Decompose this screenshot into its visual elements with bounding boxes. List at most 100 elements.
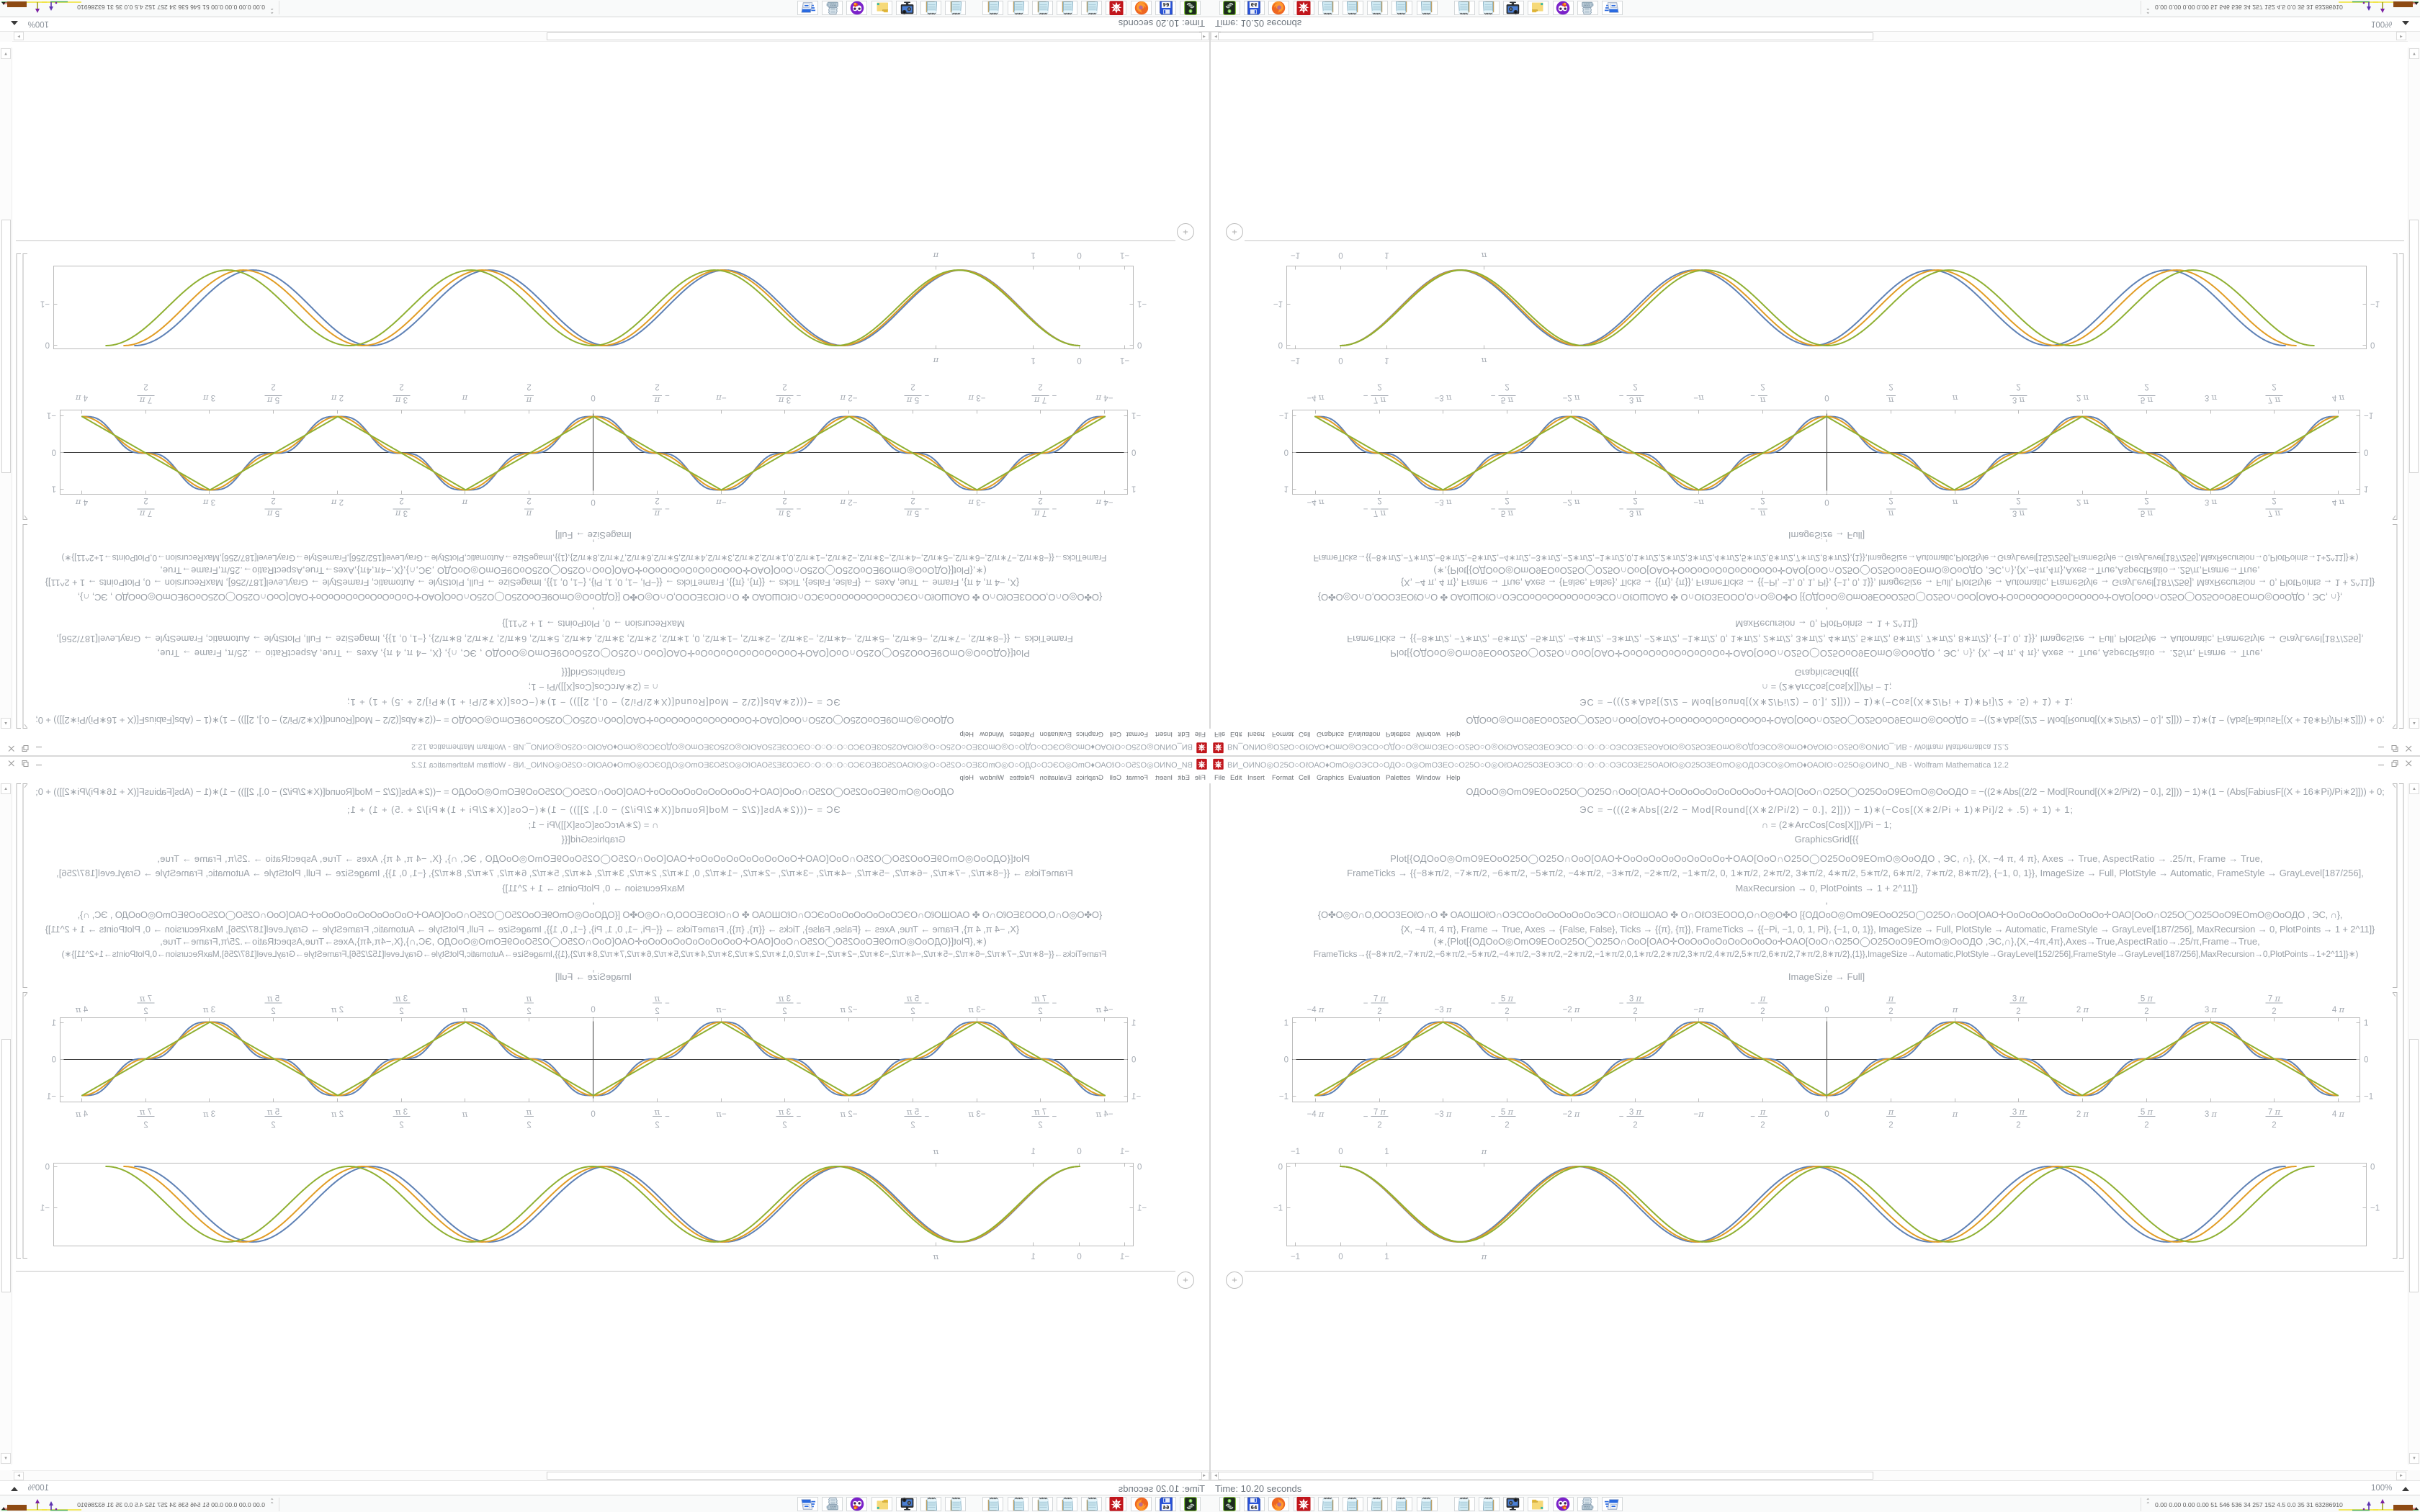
code-line[interactable]: FrameTicks→{{−8∗π/2,−7∗π/2,−6∗π/2,−5∗π/2… (61, 949, 1107, 959)
code-line[interactable]: GraphicsGrid[{{ (561, 667, 626, 678)
code-line[interactable]: , (1825, 963, 1828, 973)
code-line[interactable]: , (592, 606, 595, 617)
menu-item-help[interactable]: Help (1446, 774, 1461, 782)
code-line[interactable]: ЭС = −(((2∗Abs[(2/2 − Mod[Round[(X∗2/Pi/… (1579, 697, 2074, 708)
code-line[interactable]: , (592, 895, 595, 906)
notepad-icon[interactable] (1031, 1, 1053, 15)
menu-item-window[interactable]: Window (980, 730, 1004, 738)
notepad-icon[interactable] (1453, 1497, 1475, 1511)
menu-item-evaluation[interactable]: Evaluation (1039, 774, 1072, 782)
menu-item-window[interactable]: Window (980, 774, 1004, 782)
launcher-app-icon[interactable] (1180, 1496, 1201, 1512)
menu-item-palettes[interactable]: Palettes (1009, 730, 1034, 738)
code-line[interactable]: ЭС = −(((2∗Abs[(2/2 − Mod[Round[(X∗2/Pi/… (346, 804, 841, 815)
monitor-camera-icon[interactable] (895, 1, 917, 15)
scroll-right-icon[interactable]: ► (14, 1472, 24, 1480)
notepad-icon[interactable] (920, 1497, 941, 1511)
notepad-icon[interactable] (1317, 1, 1339, 15)
notepad-icon[interactable] (1007, 1, 1028, 15)
menu-item-graphics[interactable]: Graphics (1075, 730, 1103, 738)
code-line[interactable]: ОДОоО◎ОmО9ЕОоО25О◯О25О∩ОоО[ОАО✛ОоОоОоОоО… (1466, 786, 2385, 797)
folder-icon[interactable] (1528, 1497, 1549, 1511)
code-line[interactable]: ∩ = (2∗ArcCos[Cos[X]])/Pi − 1; (528, 682, 659, 693)
folder-icon[interactable] (1528, 1, 1549, 15)
cell-brackets[interactable] (2392, 225, 2408, 729)
title-bar[interactable]: ВИ_ОИNО◎О25О○ОℓОАО♦ОmО◎ОЭСО○ОДО○О◎ОmОЗЕО… (1210, 739, 2420, 755)
insert-cell-plus-icon[interactable]: + (1177, 223, 1194, 240)
menu-item-insert[interactable]: Insert (1247, 774, 1265, 782)
code-line[interactable]: FrameTicks → {{−8∗π/2, −7∗π/2, −6∗π/2, −… (56, 634, 1073, 644)
scroll-down-icon[interactable]: ▼ (1, 48, 11, 59)
code-line[interactable]: {X, −4 π, 4 π}, Frame → True, Axes → {Fa… (1400, 577, 2375, 588)
zoom-level-label[interactable]: 100% (27, 1484, 49, 1493)
restore-button-icon[interactable] (2390, 759, 2400, 768)
menu-item-file[interactable]: File (1214, 774, 1226, 782)
minimize-button-icon[interactable] (2377, 759, 2386, 768)
code-line[interactable]: Plot[{ОДОоО◎ОmО9ЕОоО25О◯О25О∩ОоО[ОАО✛ОоО… (157, 648, 1030, 659)
code-line[interactable]: GraphicsGrid[{{ (1794, 667, 1859, 678)
vertical-scrollbar[interactable]: ▲ ▼ (2408, 48, 2420, 729)
firefox-icon[interactable] (1268, 1, 1290, 15)
code-line[interactable]: ∩ = (2∗ArcCos[Cos[X]])/Pi − 1; (528, 819, 659, 830)
notepad-icon[interactable] (1343, 1497, 1363, 1511)
code-line[interactable]: , (1825, 895, 1828, 906)
folder-icon[interactable] (871, 1497, 892, 1511)
menu-item-graphics[interactable]: Graphics (1317, 730, 1345, 738)
menu-item-format[interactable]: Format (1126, 730, 1148, 738)
scroll-right-icon[interactable]: ► (14, 32, 24, 40)
notebook-area[interactable]: ОДОоО◎ОmО9ЕОоО25О◯О25О∩ОоО[ОАО✛ОоОоОоОоО… (1211, 783, 2408, 1470)
horizontal-scrollbar[interactable]: ◄ ► (12, 1470, 1209, 1481)
notepad-icon[interactable] (1343, 1, 1363, 15)
typewriter-icon[interactable] (822, 1, 843, 15)
owl-app-icon[interactable] (846, 1, 868, 15)
zoom-level-label[interactable]: 100% (2371, 1484, 2393, 1493)
code-line[interactable]: FrameTicks → {{−8∗π/2, −7∗π/2, −6∗π/2, −… (1347, 868, 2364, 878)
scroll-down-icon[interactable]: ▼ (2409, 1453, 2419, 1464)
menu-item-edit[interactable]: Edit (1178, 730, 1190, 738)
code-line[interactable]: ОДОоО◎ОmО9ЕОоО25О◯О25О∩ОоО[ОАО✛ОоОоОоОоО… (1466, 715, 2385, 726)
menu-item-insert[interactable]: Insert (1155, 774, 1173, 782)
close-button-icon[interactable] (2404, 759, 2414, 768)
scroll-right-icon[interactable]: ► (2396, 1472, 2406, 1480)
code-line[interactable]: MaxRecursion → 0, PlotPoints → 1 + 2^11]… (1735, 883, 1918, 894)
notepad-icon[interactable] (1453, 1, 1475, 15)
monitor-camera-icon[interactable] (1503, 1497, 1525, 1511)
code-line[interactable]: MaxRecursion → 0, PlotPoints → 1 + 2^11]… (502, 883, 685, 894)
menu-item-format[interactable]: Format (1272, 774, 1294, 782)
speedy-window-icon[interactable] (797, 1, 818, 15)
menu-item-palettes[interactable]: Palettes (1386, 774, 1411, 782)
menu-item-window[interactable]: Window (1416, 730, 1440, 738)
code-line[interactable]: {О✤О◎О∩О‚ОООЗЕОℓО∩О ✤ ОАОШОℓО∩ОЭСОоОоОоО… (77, 592, 1103, 603)
menu-item-graphics[interactable]: Graphics (1317, 774, 1345, 782)
typewriter-icon[interactable] (1577, 1, 1598, 15)
mathematica-icon[interactable] (1106, 1, 1127, 16)
notepad-icon[interactable] (1367, 1, 1389, 15)
tray-chevron-icon[interactable]: ⌃ ⌃ (2146, 4, 2151, 14)
notebook-area[interactable]: ОДОоО◎ОmО9ЕОоО25О◯О25О∩ОоО[ОАО✛ОоОоОоОоО… (1211, 42, 2408, 729)
code-line[interactable]: FrameTicks→{{−8∗π/2,−7∗π/2,−6∗π/2,−5∗π/2… (1313, 553, 2359, 563)
notepad-icon[interactable] (1392, 1497, 1413, 1511)
restore-button-icon[interactable] (20, 744, 30, 753)
notepad-icon[interactable] (1392, 1, 1413, 15)
notepad-icon[interactable] (1031, 1497, 1053, 1511)
notepad-icon[interactable] (945, 1, 967, 15)
code-line[interactable]: GraphicsGrid[{{ (1794, 834, 1859, 845)
menu-item-evaluation[interactable]: Evaluation (1348, 774, 1381, 782)
code-line[interactable]: ∩ = (2∗ArcCos[Cos[X]])/Pi − 1; (1761, 819, 1892, 830)
menu-item-edit[interactable]: Edit (1230, 730, 1242, 738)
notepad-icon[interactable] (1057, 1497, 1077, 1511)
notepad-icon[interactable] (982, 1, 1004, 15)
insert-cell-plus-icon[interactable]: + (1226, 223, 1243, 240)
floppy-64-icon[interactable]: 64 (1244, 1497, 1265, 1511)
vertical-scroll-thumb[interactable] (2409, 1039, 2419, 1292)
title-bar[interactable]: ВИ_ОИNО◎О25О○ОℓОАО♦ОmО◎ОЭСО○ОДО○О◎ОmОЗЕО… (0, 739, 1210, 755)
scroll-right-icon[interactable]: ► (2396, 32, 2406, 40)
minimize-button-icon[interactable] (34, 744, 43, 753)
owl-app-icon[interactable] (846, 1497, 868, 1511)
code-line[interactable]: ЭС = −(((2∗Abs[(2/2 − Mod[Round[(X∗2/Pi/… (346, 697, 841, 708)
notepad-icon[interactable] (1416, 1497, 1438, 1511)
scroll-up-icon[interactable]: ▲ (2409, 783, 2419, 794)
menu-item-cell[interactable]: Cell (1109, 730, 1121, 738)
monitor-camera-icon[interactable] (1503, 1, 1525, 15)
title-bar[interactable]: ВИ_ОИNО◎О25О○ОℓОАО♦ОmО◎ОЭСО○ОДО○О◎ОmОЗЕО… (1210, 757, 2420, 773)
